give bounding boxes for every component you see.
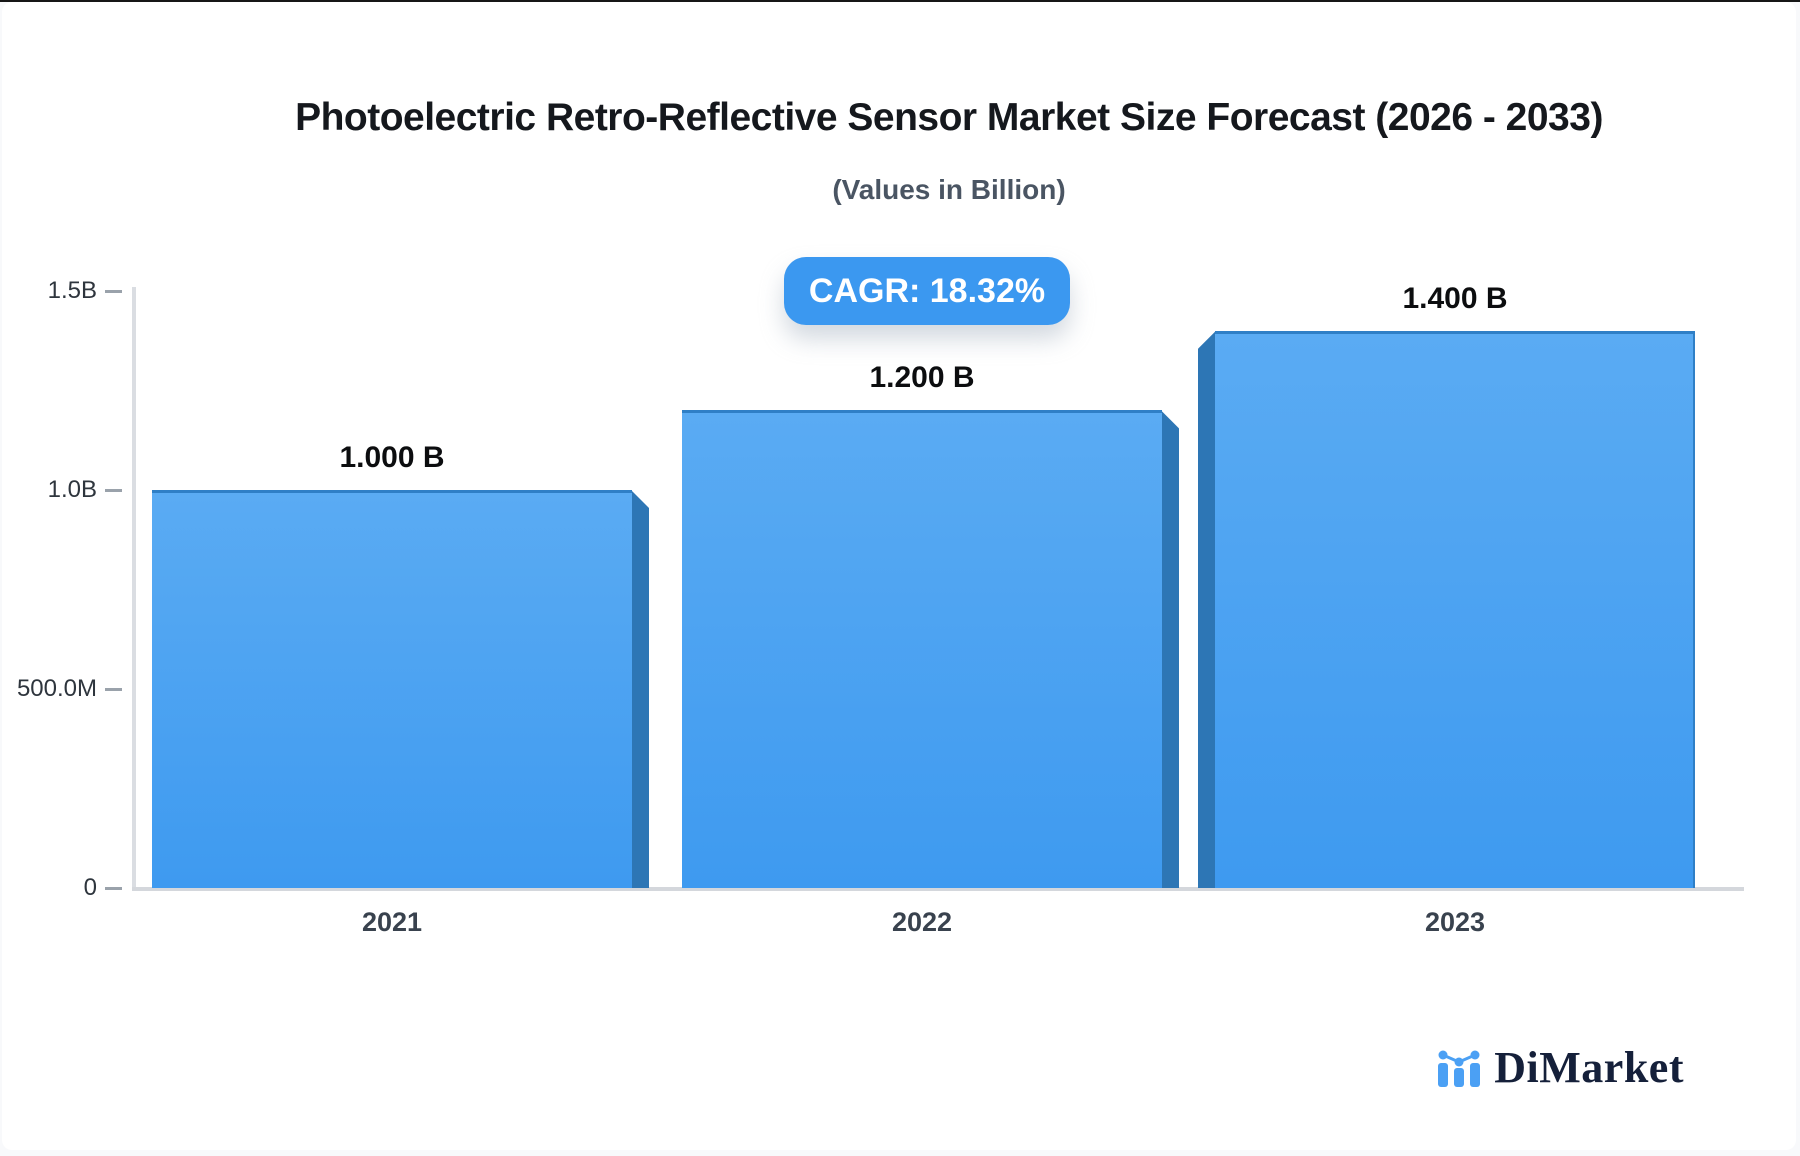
bar-2023: [1215, 330, 1695, 888]
bar-3d-side-2023: [1198, 330, 1216, 888]
bar-2021: [152, 490, 632, 888]
bar-value-label-2021: 1.000 B: [339, 441, 445, 474]
y-tick-dash: [105, 887, 122, 890]
x-axis-line: [132, 887, 1744, 891]
y-tick-label: 1.0B: [47, 476, 97, 503]
y-tick-label: 500.0M: [16, 675, 97, 702]
chart-title: Photoelectric Retro-Reflective Sensor Ma…: [295, 96, 1603, 139]
y-tick-label: 1.5B: [47, 277, 97, 304]
bar-value-label-2022: 1.200 B: [869, 361, 975, 395]
y-tick-dash: [105, 489, 122, 492]
y-tick-dash: [105, 290, 122, 293]
bar-2022: [682, 410, 1162, 888]
top-edge-strip: [0, 0, 1800, 2]
brand-logo-icon: [1438, 1050, 1481, 1087]
y-axis-line: [132, 287, 136, 891]
brand-logo: DiMarket: [1436, 1032, 1684, 1102]
x-axis-label-2021: 2021: [361, 907, 423, 937]
x-axis-label-2022: 2022: [891, 907, 953, 937]
cagr-badge: CAGR: 18.32%: [784, 257, 1070, 325]
brand-logo-text: DiMarket: [1494, 1042, 1684, 1092]
y-tick-dash: [105, 688, 122, 691]
bar-3d-side-2022: [1161, 410, 1179, 888]
bar-3d-side-2021: [631, 490, 649, 888]
y-tick-label: 0: [83, 874, 97, 901]
x-axis-label-2023: 2023: [1424, 907, 1486, 937]
bar-value-label-2023: 1.400 B: [1402, 281, 1508, 315]
chart-subtitle: (Values in Billion): [832, 174, 1066, 205]
